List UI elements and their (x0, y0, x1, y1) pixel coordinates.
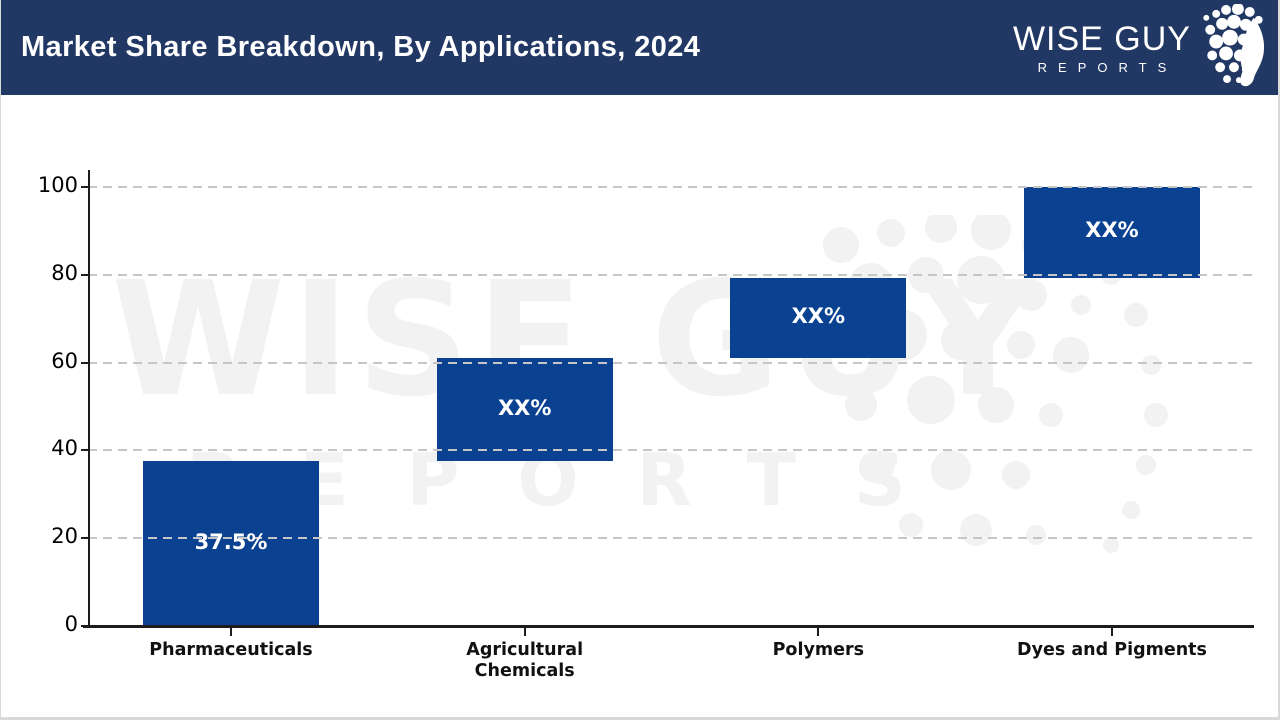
bar (1024, 187, 1200, 278)
logo-wordmark: WISE GUY (1012, 19, 1191, 58)
bar (143, 461, 319, 626)
x-tick-mark (523, 628, 526, 636)
head-dots-icon (1195, 2, 1267, 92)
page-title: Market Share Breakdown, By Applications,… (21, 31, 701, 63)
y-tick-label: 100 (37, 173, 78, 197)
y-tick-mark (81, 361, 88, 364)
x-tick-label: Dyes and Pigments (1017, 640, 1207, 660)
bar (730, 277, 907, 359)
x-tick-label: Pharmaceuticals (149, 640, 313, 660)
x-tick-label: Agricultural Chemicals (466, 640, 584, 681)
gridline (88, 186, 1254, 188)
y-tick-label: 60 (51, 348, 78, 373)
gridline (88, 273, 1254, 276)
y-tick-label: 40 (51, 436, 78, 461)
gridline (88, 361, 1254, 364)
bar-value-label: 37.5% (194, 529, 268, 554)
x-tick-mark (230, 628, 232, 636)
y-axis-line (88, 170, 90, 628)
header-band: Market Share Breakdown, By Applications,… (1, 0, 1278, 95)
x-tick-mark (817, 628, 820, 636)
bar (436, 358, 613, 462)
bar-value-label: XX% (497, 395, 552, 420)
wise-guy-logo: WISE GUY REPORTS (1012, 2, 1267, 92)
x-axis-line (83, 625, 1254, 628)
bar-value-label: XX% (791, 304, 846, 329)
y-tick-mark (81, 273, 88, 276)
y-tick-mark (81, 537, 88, 540)
gridline (88, 537, 1254, 540)
x-tick-label: Polymers (772, 640, 864, 660)
logo-subtitle: REPORTS (1037, 59, 1178, 75)
gridline (88, 449, 1254, 452)
y-tick-label: 80 (51, 260, 78, 285)
y-tick-mark (81, 186, 88, 188)
x-tick-mark (1111, 628, 1113, 636)
y-tick-label: 0 (64, 612, 78, 636)
y-tick-mark (81, 449, 88, 452)
bar-value-label: XX% (1085, 218, 1139, 243)
y-tick-label: 20 (51, 524, 78, 549)
